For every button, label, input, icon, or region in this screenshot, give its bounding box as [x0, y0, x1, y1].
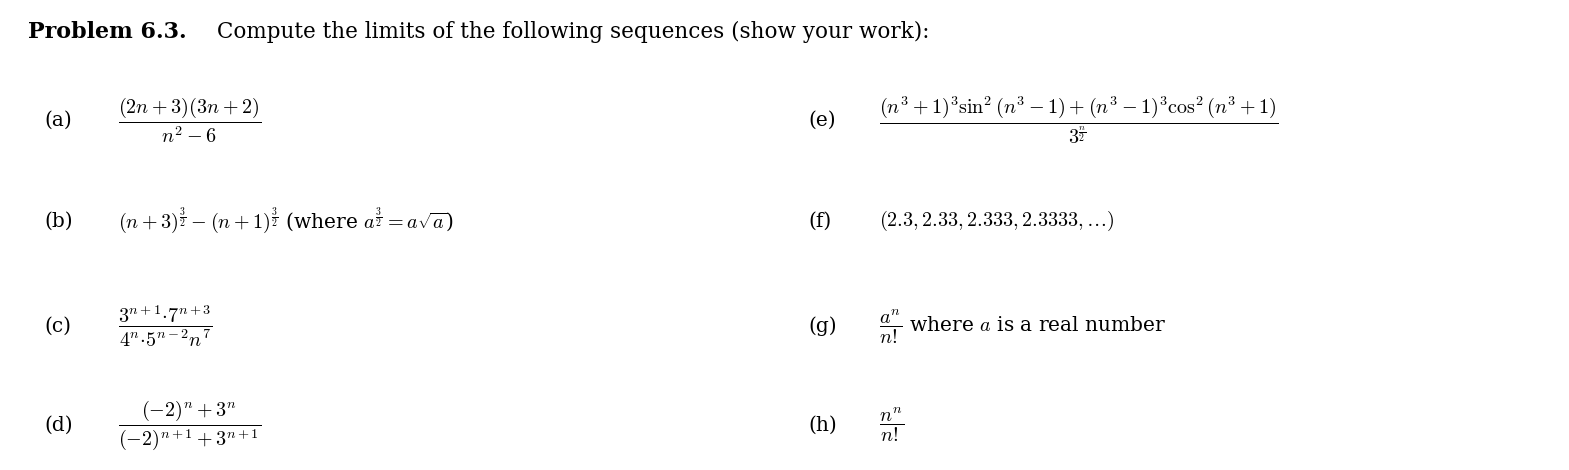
Text: $\dfrac{(n^3+1)^3\sin^2(n^3-1)+(n^3-1)^3\cos^2(n^3+1)}{3^{\frac{n}{2}}}$: $\dfrac{(n^3+1)^3\sin^2(n^3-1)+(n^3-1)^3… — [879, 94, 1279, 146]
Text: $\dfrac{(-2)^n+3^n}{(-2)^{n+1}+3^{n+1}}$: $\dfrac{(-2)^n+3^n}{(-2)^{n+1}+3^{n+1}}$ — [118, 399, 260, 452]
Text: (g): (g) — [808, 317, 836, 337]
Text: (c): (c) — [44, 317, 71, 336]
Text: (a): (a) — [44, 110, 72, 129]
Text: (e): (e) — [808, 110, 836, 129]
Text: Compute the limits of the following sequences (show your work):: Compute the limits of the following sequ… — [210, 21, 930, 43]
Text: $(2.3, 2.33, 2.333, 2.3333, \ldots)$: $(2.3, 2.33, 2.333, 2.3333, \ldots)$ — [879, 209, 1114, 233]
Text: (b): (b) — [44, 212, 72, 230]
Text: $\dfrac{(2n+3)(3n+2)}{n^2-6}$: $\dfrac{(2n+3)(3n+2)}{n^2-6}$ — [118, 95, 260, 145]
Text: $\dfrac{n^n}{n!}$: $\dfrac{n^n}{n!}$ — [879, 406, 904, 445]
Text: $\dfrac{a^n}{n!}$ where $a$ is a real number: $\dfrac{a^n}{n!}$ where $a$ is a real nu… — [879, 307, 1166, 346]
Text: (d): (d) — [44, 416, 72, 435]
Text: (f): (f) — [808, 212, 832, 230]
Text: Problem 6.3.: Problem 6.3. — [28, 21, 187, 43]
Text: (h): (h) — [808, 416, 836, 435]
Text: $\dfrac{3^{n+1}{\cdot}7^{n+3}}{4^n{\cdot}5^{n-2}n^7}$: $\dfrac{3^{n+1}{\cdot}7^{n+3}}{4^n{\cdot… — [118, 304, 212, 349]
Text: $(n+3)^{\frac{3}{2}} - (n+1)^{\frac{3}{2}}$ (where $a^{\frac{3}{2}} = a\sqrt{a}$: $(n+3)^{\frac{3}{2}} - (n+1)^{\frac{3}{2… — [118, 205, 453, 236]
